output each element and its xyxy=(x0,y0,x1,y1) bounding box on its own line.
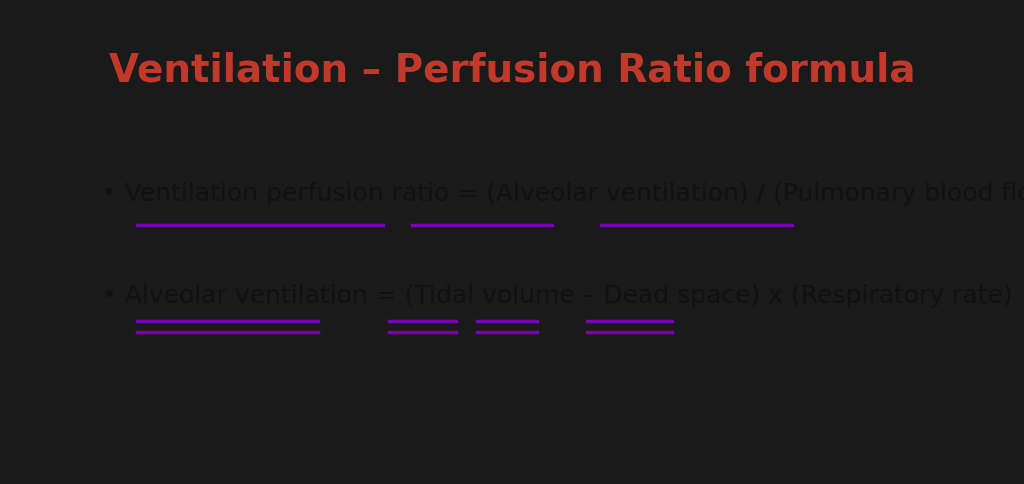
Text: Ventilation – Perfusion Ratio formula: Ventilation – Perfusion Ratio formula xyxy=(109,51,915,89)
Text: • Alveolar ventilation = (Tidal volume – Dead space) x (Respiratory rate): • Alveolar ventilation = (Tidal volume –… xyxy=(102,284,1013,307)
Text: • Ventilation perfusion ratio = (Alveolar ventilation) / (Pulmonary blood flow): • Ventilation perfusion ratio = (Alveola… xyxy=(102,181,1024,205)
